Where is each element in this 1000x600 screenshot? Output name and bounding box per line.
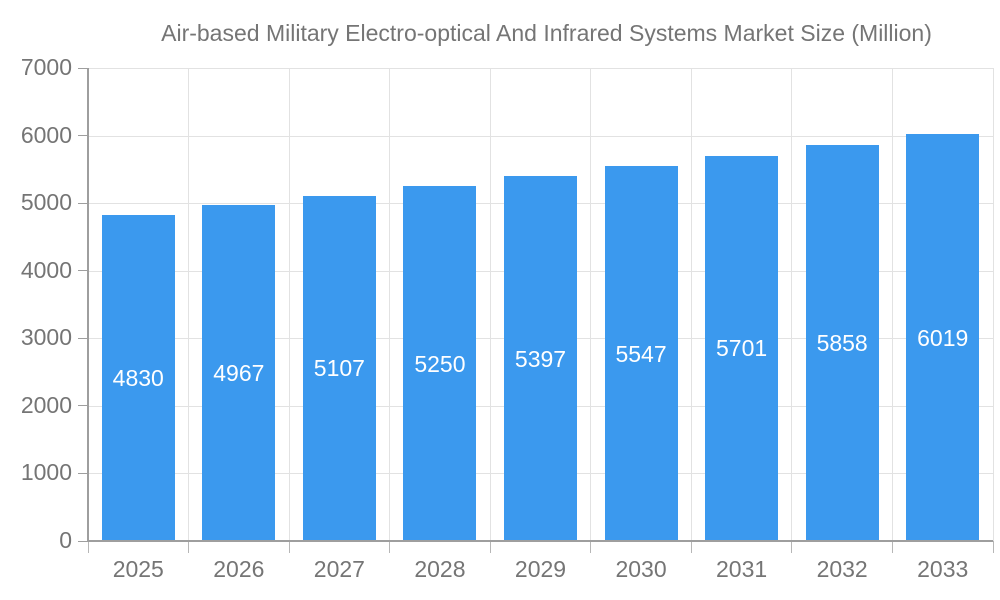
x-axis-tick [87, 541, 89, 553]
x-axis-tick-label: 2028 [414, 556, 466, 582]
gridline-vertical [891, 68, 893, 541]
bar-value-label: 5107 [313, 355, 365, 382]
bar-value-label: 5397 [514, 345, 567, 372]
y-axis-tick-label: 5000 [20, 189, 72, 216]
x-axis-tick-label: 2026 [213, 556, 265, 582]
y-axis-line [87, 68, 89, 541]
bar[interactable] [805, 145, 879, 541]
gridline-vertical [288, 68, 290, 541]
y-axis-tick [78, 270, 87, 272]
bar-value-label: 5858 [816, 330, 868, 357]
legend-label: Air-based Military Electro-optical And I… [161, 20, 932, 46]
x-axis-tick [590, 541, 592, 553]
x-axis-tick [188, 541, 190, 553]
bar-value-label: 4967 [213, 360, 265, 387]
bar[interactable] [302, 195, 376, 541]
x-axis-tick-label: 2027 [313, 556, 365, 582]
x-axis-tick [690, 541, 692, 553]
bar[interactable] [202, 205, 276, 541]
y-axis-tick-label: 7000 [20, 54, 72, 80]
x-axis-tick-label: 2031 [716, 556, 768, 582]
bar[interactable] [604, 166, 678, 541]
bar-value-label: 4830 [112, 364, 164, 391]
x-axis-tick [992, 541, 994, 553]
y-axis-tick-label: 1000 [20, 459, 72, 486]
gridline-vertical [791, 68, 793, 541]
plot-area: 0 1000 2000 3000 4000 5000 6000 7000 4830 2025 496… [21, 56, 994, 581]
x-axis-tick-label: 2030 [615, 556, 667, 582]
gridline-vertical [489, 68, 491, 541]
gridline-vertical [992, 68, 994, 541]
x-axis-tick [288, 541, 290, 553]
y-axis-tick [78, 540, 87, 542]
y-axis-tick [78, 472, 87, 474]
legend-swatch-icon [68, 22, 147, 45]
y-axis-tick-label: 0 [59, 527, 72, 553]
x-axis-tick [891, 541, 893, 553]
y-axis-tick [78, 405, 87, 407]
bar[interactable] [101, 214, 175, 541]
x-axis-line [87, 540, 993, 542]
y-axis-tick [78, 202, 87, 204]
x-axis-tick [489, 541, 491, 553]
y-axis-tick-label: 4000 [20, 256, 72, 283]
x-axis-tick-label: 2032 [816, 556, 868, 582]
gridline-vertical [590, 68, 592, 541]
bar-value-label: 5701 [716, 335, 768, 362]
y-axis-tick-label: 6000 [20, 121, 72, 148]
y-axis-tick [78, 67, 87, 69]
gridline-horizontal [88, 68, 993, 69]
y-axis-tick-label: 3000 [20, 324, 72, 351]
x-axis-tick [791, 541, 793, 553]
bar-value-label: 5250 [414, 350, 466, 377]
x-axis-tick [389, 541, 391, 553]
x-axis-tick-label: 2025 [112, 556, 164, 582]
gridline-horizontal [88, 135, 993, 137]
y-axis-tick-label: 2000 [20, 391, 72, 418]
chart-legend[interactable]: Air-based Military Electro-optical And I… [0, 20, 1000, 47]
bar[interactable] [403, 186, 477, 541]
y-axis-tick [78, 337, 87, 339]
gridline-vertical [690, 68, 692, 541]
bar[interactable] [906, 134, 980, 541]
x-axis-tick-label: 2029 [514, 556, 567, 582]
gridline-vertical [389, 68, 391, 541]
y-axis-tick [78, 135, 87, 137]
bar[interactable] [705, 155, 779, 541]
bar-value-label: 6019 [917, 324, 969, 351]
bar-value-label: 5547 [615, 340, 667, 367]
x-axis-tick-label: 2033 [917, 556, 969, 582]
bar[interactable] [504, 176, 577, 541]
gridline-vertical [188, 68, 190, 541]
